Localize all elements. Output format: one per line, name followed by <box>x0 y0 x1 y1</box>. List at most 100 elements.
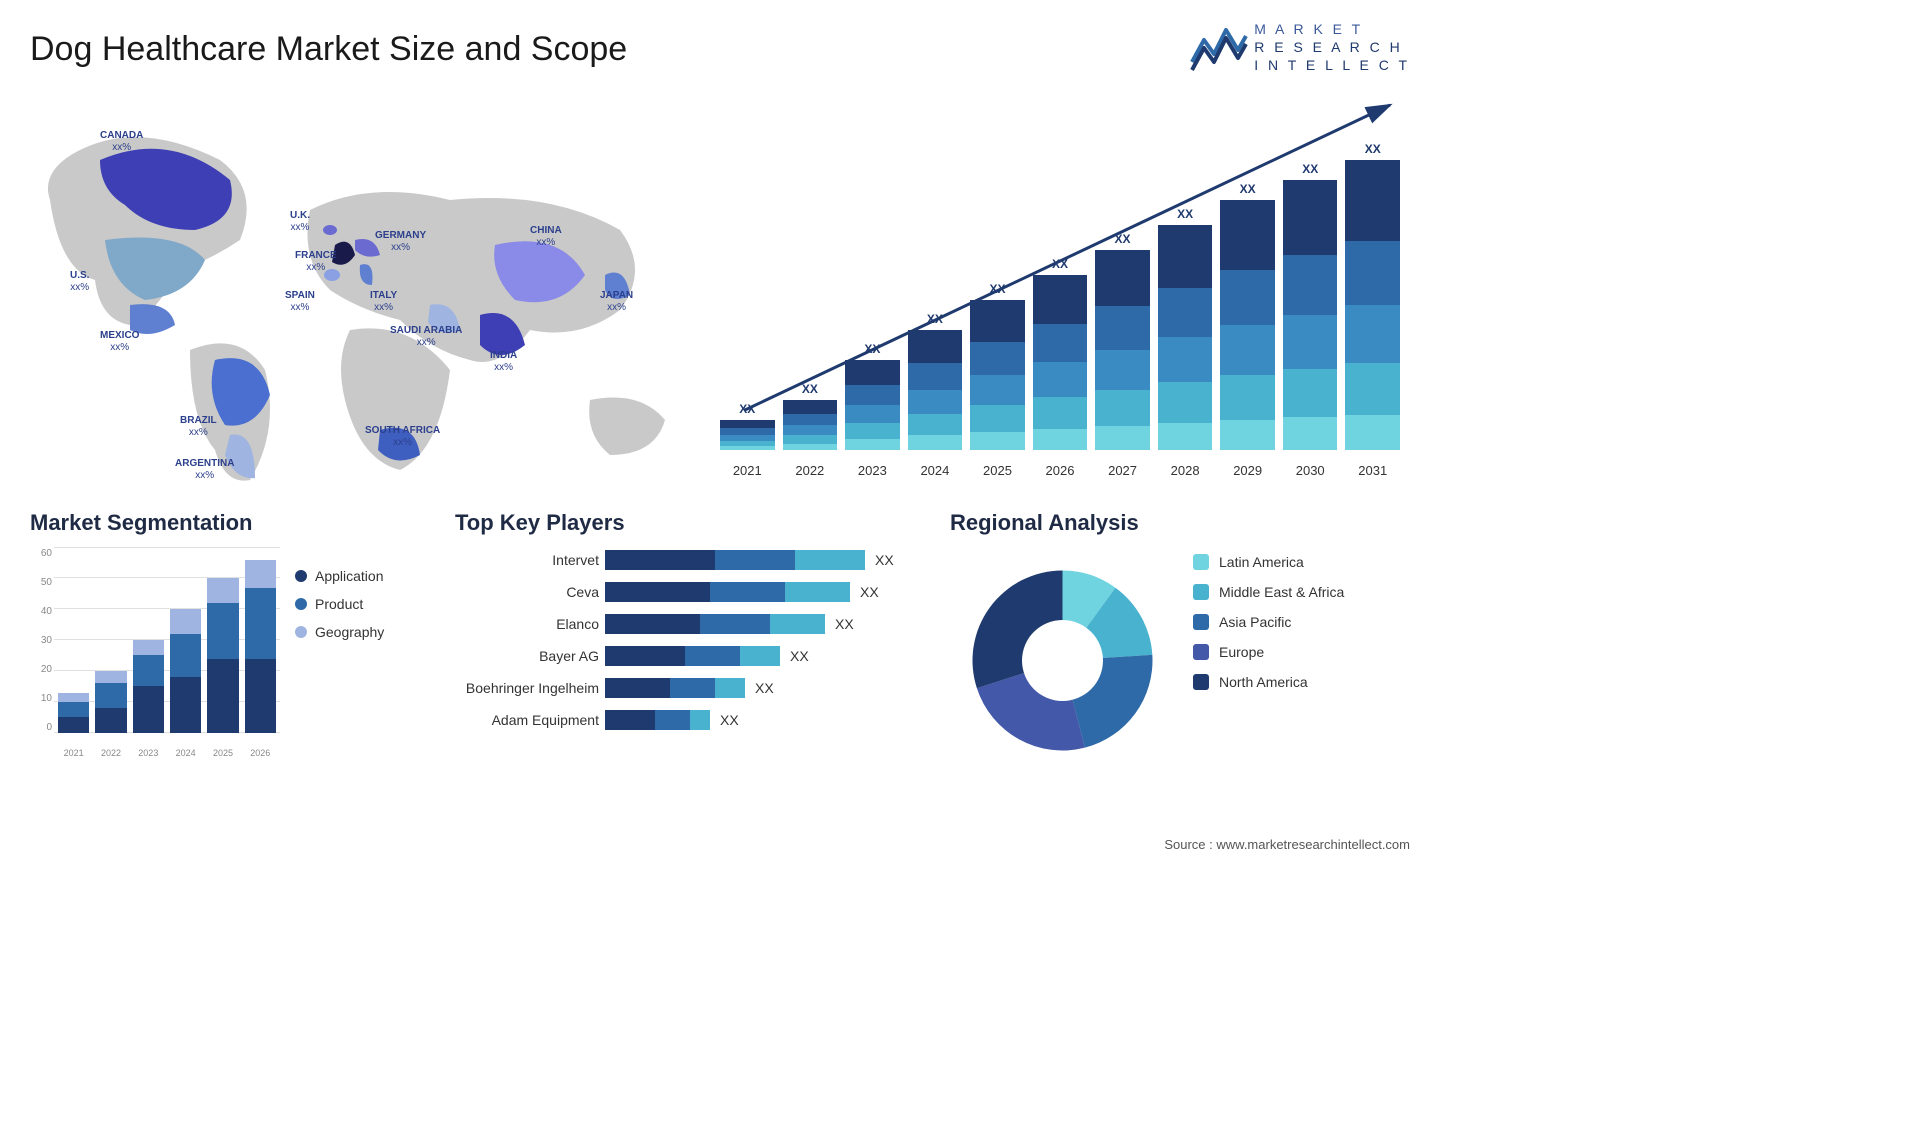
growth-bar-label: XX <box>989 282 1005 296</box>
segmentation-panel: Market Segmentation 0102030405060 202120… <box>30 510 430 773</box>
growth-xlabel: 2029 <box>1220 463 1275 478</box>
regional-legend-item: North America <box>1193 674 1344 690</box>
growth-bar-label: XX <box>1115 232 1131 246</box>
map-label-france: FRANCExx% <box>295 250 337 274</box>
seg-bar-2023 <box>133 640 164 732</box>
seg-bar-2021 <box>58 693 89 733</box>
seg-legend-item: Geography <box>295 624 384 640</box>
growth-bar-label: XX <box>739 402 755 416</box>
seg-legend-item: Application <box>295 568 384 584</box>
logo-line2: R E S E A R C H <box>1254 38 1410 56</box>
regional-legend-item: Latin America <box>1193 554 1344 570</box>
map-label-china: CHINAxx% <box>530 225 562 249</box>
growth-bar-2031: XX <box>1345 142 1400 450</box>
growth-bar-2030: XX <box>1283 162 1338 450</box>
growth-bar-2027: XX <box>1095 232 1150 450</box>
regional-title: Regional Analysis <box>950 510 1410 536</box>
map-label-canada: CANADAxx% <box>100 130 143 154</box>
player-value: XX <box>860 584 879 600</box>
segmentation-stacked-bar-chart: 0102030405060 202120222023202420252026 <box>30 548 280 758</box>
brand-logo: M A R K E T R E S E A R C H I N T E L L … <box>1190 20 1410 75</box>
growth-xlabel: 2027 <box>1095 463 1150 478</box>
segmentation-title: Market Segmentation <box>30 510 430 536</box>
growth-xlabel: 2026 <box>1033 463 1088 478</box>
growth-bar-2026: XX <box>1033 257 1088 450</box>
source-attribution: Source : www.marketresearchintellect.com <box>1164 837 1410 852</box>
map-label-japan: JAPANxx% <box>600 290 633 314</box>
key-players-panel: Top Key Players Intervet XX Ceva XX Elanco XX… <box>455 510 925 773</box>
player-name: Adam Equipment <box>455 712 605 728</box>
seg-bar-2022 <box>95 671 126 733</box>
player-name: Intervet <box>455 552 605 568</box>
map-label-mexico: MEXICOxx% <box>100 330 139 354</box>
growth-bar-2024: XX <box>908 312 963 450</box>
world-map-chart: CANADAxx% U.S.xx% MEXICOxx% BRAZILxx% ARGENT… <box>30 90 680 490</box>
logo-mark-icon <box>1190 22 1248 72</box>
growth-bar-label: XX <box>1240 182 1256 196</box>
growth-xlabel: 2021 <box>720 463 775 478</box>
growth-bar-chart: XX XX XX XX XX XX XX XX XX XX XX 2021 2022 2023 2024 2… <box>710 90 1410 490</box>
seg-bar-2024 <box>170 609 201 732</box>
player-name: Boehringer Ingelheim <box>455 680 605 696</box>
map-label-germany: GERMANYxx% <box>375 230 426 254</box>
growth-bar-2029: XX <box>1220 182 1275 450</box>
growth-xlabel: 2022 <box>783 463 838 478</box>
segmentation-legend: Application Product Geography <box>295 548 384 758</box>
regional-legend: Latin America Middle East & Africa Asia Pa… <box>1193 548 1344 690</box>
player-value: XX <box>720 712 739 728</box>
map-label-saudi-arabia: SAUDI ARABIAxx% <box>390 325 462 349</box>
map-label-u-s-: U.S.xx% <box>70 270 89 294</box>
regional-panel: Regional Analysis Latin America Middle Ea… <box>950 510 1410 773</box>
map-label-spain: SPAINxx% <box>285 290 315 314</box>
regional-legend-item: Europe <box>1193 644 1344 660</box>
growth-xlabel: 2031 <box>1345 463 1400 478</box>
map-label-brazil: BRAZILxx% <box>180 415 217 439</box>
growth-bar-label: XX <box>1365 142 1381 156</box>
growth-bar-label: XX <box>927 312 943 326</box>
logo-line3: I N T E L L E C T <box>1254 56 1410 74</box>
key-players-bar-chart: IntervetXXCevaXXElancoXXBayer AGXXBoehri… <box>455 548 925 732</box>
player-row: Bayer AG XX <box>455 644 925 668</box>
page-title: Dog Healthcare Market Size and Scope <box>30 30 627 69</box>
map-label-argentina: ARGENTINAxx% <box>175 458 234 482</box>
player-value: XX <box>790 648 809 664</box>
map-label-italy: ITALYxx% <box>370 290 397 314</box>
growth-xlabel: 2028 <box>1158 463 1213 478</box>
regional-legend-item: Asia Pacific <box>1193 614 1344 630</box>
growth-bar-label: XX <box>802 382 818 396</box>
player-row: Intervet XX <box>455 548 925 572</box>
growth-bar-label: XX <box>1052 257 1068 271</box>
map-label-india: INDIAxx% <box>490 350 517 374</box>
growth-bar-2028: XX <box>1158 207 1213 450</box>
player-row: Boehringer Ingelheim XX <box>455 676 925 700</box>
player-name: Elanco <box>455 616 605 632</box>
player-row: Adam Equipment XX <box>455 708 925 732</box>
growth-bar-2023: XX <box>845 342 900 450</box>
growth-xlabel: 2025 <box>970 463 1025 478</box>
growth-xlabel: 2030 <box>1283 463 1338 478</box>
player-row: Ceva XX <box>455 580 925 604</box>
growth-bar-2022: XX <box>783 382 838 450</box>
growth-bar-label: XX <box>1177 207 1193 221</box>
regional-donut-chart <box>950 548 1175 773</box>
player-name: Ceva <box>455 584 605 600</box>
player-value: XX <box>875 552 894 568</box>
regional-legend-item: Middle East & Africa <box>1193 584 1344 600</box>
growth-bar-label: XX <box>1302 162 1318 176</box>
growth-xlabel: 2023 <box>845 463 900 478</box>
growth-bar-label: XX <box>864 342 880 356</box>
player-value: XX <box>835 616 854 632</box>
player-value: XX <box>755 680 774 696</box>
logo-line1: M A R K E T <box>1254 20 1410 38</box>
map-label-south-africa: SOUTH AFRICAxx% <box>365 425 440 449</box>
growth-xlabel: 2024 <box>908 463 963 478</box>
map-label-u-k-: U.K.xx% <box>290 210 310 234</box>
seg-bar-2026 <box>245 560 276 733</box>
player-row: Elanco XX <box>455 612 925 636</box>
seg-legend-item: Product <box>295 596 384 612</box>
seg-bar-2025 <box>207 578 238 732</box>
key-players-title: Top Key Players <box>455 510 925 536</box>
growth-bar-2025: XX <box>970 282 1025 450</box>
player-name: Bayer AG <box>455 648 605 664</box>
growth-bar-2021: XX <box>720 402 775 450</box>
